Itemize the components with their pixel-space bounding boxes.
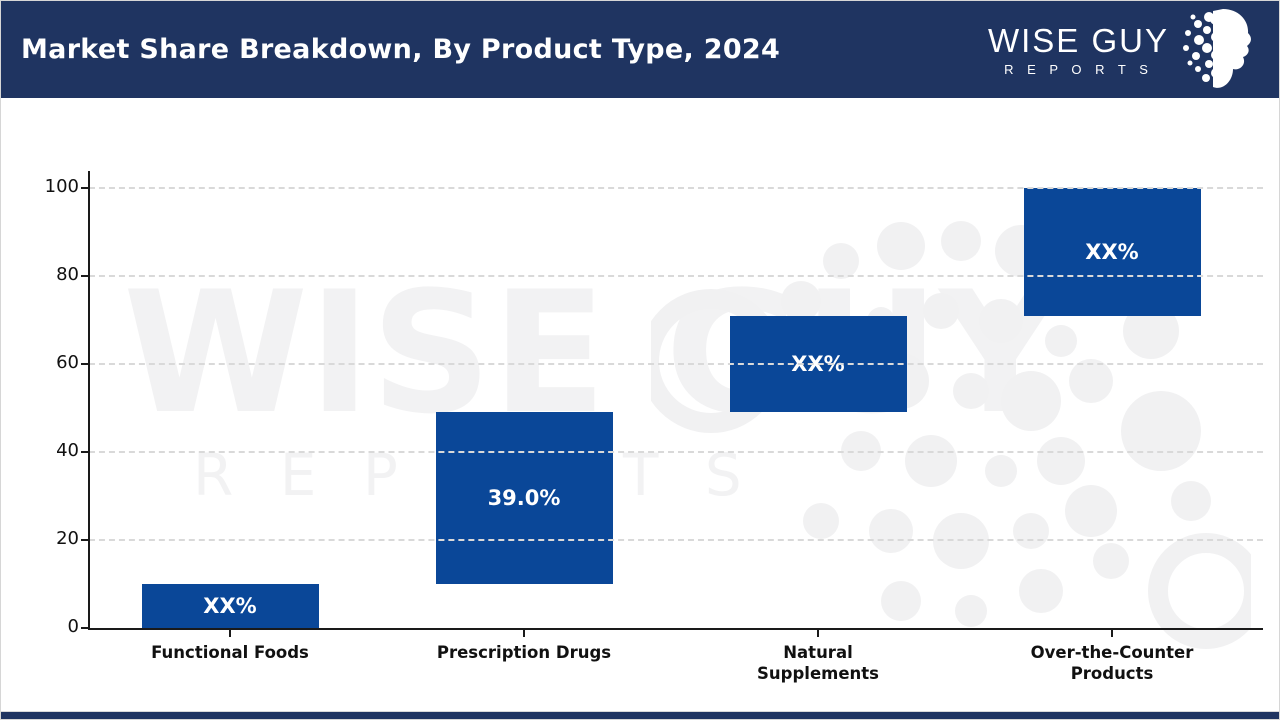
gridline-40 — [89, 451, 1263, 453]
logo-subtitle: R E P O R T S — [1004, 61, 1153, 77]
header-band: Market Share Breakdown, By Product Type,… — [1, 1, 1279, 98]
y-axis-tick-label: 100 — [44, 176, 79, 197]
y-axis-tick-label: 0 — [67, 616, 79, 637]
y-axis-tickmark — [81, 363, 89, 365]
y-axis-tick-label: 80 — [56, 264, 79, 285]
x-axis-tickmark — [523, 630, 525, 637]
logo-face-dots-icon — [1183, 8, 1251, 88]
gridline-20 — [89, 539, 1263, 541]
y-axis-tickmark — [81, 539, 89, 541]
gridline-100 — [89, 187, 1263, 189]
y-axis-tick-label: 40 — [56, 440, 79, 461]
x-axis-category-label: Functional Foods — [151, 643, 309, 662]
y-axis-tickmark — [81, 187, 89, 189]
x-axis-tickmark — [1111, 630, 1113, 637]
x-axis-category-label: Prescription Drugs — [436, 643, 612, 662]
bar-value-label: XX% — [203, 594, 257, 618]
bar-segment: XX% — [141, 584, 319, 628]
gridline-80 — [89, 275, 1263, 277]
x-axis-line — [88, 628, 1263, 630]
y-axis-tick-label: 20 — [56, 528, 79, 549]
x-axis-category-label: Natural Supplements — [757, 643, 879, 683]
gridline-60 — [89, 363, 1263, 365]
y-axis-tickmark — [81, 451, 89, 453]
x-axis-tickmark — [229, 630, 231, 637]
bar-segment: XX% — [1023, 188, 1201, 316]
y-axis-tick-label: 60 — [56, 352, 79, 373]
wise-guy-reports-logo: WISE GUY R E P O R T S — [988, 7, 1251, 93]
y-axis-tickmark — [81, 627, 89, 629]
bar-segment: 39.0% — [435, 412, 613, 584]
logo-wordmark: WISE GUY — [987, 21, 1169, 59]
x-axis-category-label: Over-the-Counter Products — [1030, 643, 1194, 683]
y-axis-line — [88, 171, 90, 630]
bar-value-label: XX% — [1085, 239, 1139, 264]
bar-value-label: 39.0% — [487, 486, 561, 511]
footer-band — [1, 711, 1279, 719]
chart-title: Market Share Breakdown, By Product Type,… — [21, 34, 781, 65]
x-axis-tickmark — [817, 630, 819, 637]
y-axis-tickmark — [81, 275, 89, 277]
